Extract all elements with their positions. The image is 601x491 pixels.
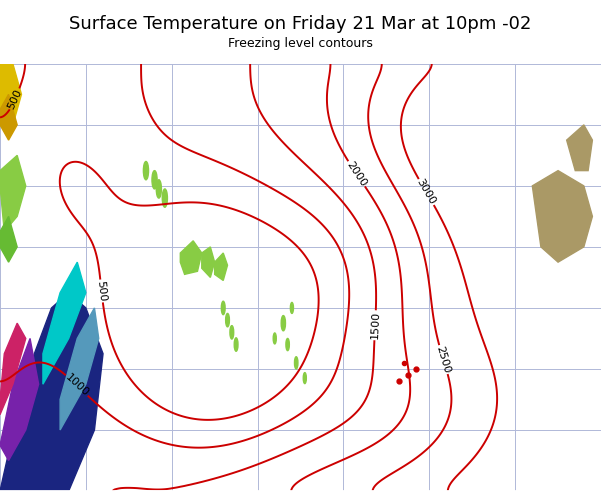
Text: 2000: 2000 — [344, 160, 368, 189]
Circle shape — [281, 316, 285, 331]
Polygon shape — [180, 241, 202, 274]
Text: 500: 500 — [96, 280, 108, 302]
Polygon shape — [60, 308, 99, 430]
Circle shape — [144, 162, 148, 180]
Polygon shape — [0, 338, 38, 461]
Polygon shape — [0, 155, 26, 232]
Polygon shape — [0, 64, 22, 125]
Circle shape — [156, 180, 162, 198]
Polygon shape — [215, 253, 228, 280]
Circle shape — [234, 338, 238, 351]
Circle shape — [304, 373, 307, 383]
Circle shape — [225, 313, 230, 327]
Text: 1500: 1500 — [370, 311, 381, 339]
Polygon shape — [0, 94, 17, 140]
Circle shape — [221, 301, 225, 315]
Polygon shape — [0, 217, 17, 262]
Circle shape — [294, 357, 298, 369]
Circle shape — [286, 338, 289, 351]
Text: 2500: 2500 — [435, 345, 452, 375]
Text: 3000: 3000 — [415, 177, 438, 207]
Circle shape — [290, 302, 293, 313]
Circle shape — [230, 326, 234, 339]
Polygon shape — [0, 293, 103, 491]
Polygon shape — [202, 247, 215, 277]
Circle shape — [152, 170, 157, 189]
Circle shape — [162, 189, 168, 207]
Polygon shape — [532, 170, 593, 262]
Text: Surface Temperature on Friday 21 Mar at 10pm -02: Surface Temperature on Friday 21 Mar at … — [69, 15, 532, 33]
Circle shape — [273, 333, 276, 344]
Text: 1000: 1000 — [63, 372, 91, 399]
Text: 500: 500 — [6, 87, 24, 111]
Polygon shape — [567, 125, 593, 170]
Polygon shape — [0, 323, 26, 415]
Text: Freezing level contours: Freezing level contours — [228, 37, 373, 50]
Polygon shape — [43, 262, 86, 384]
